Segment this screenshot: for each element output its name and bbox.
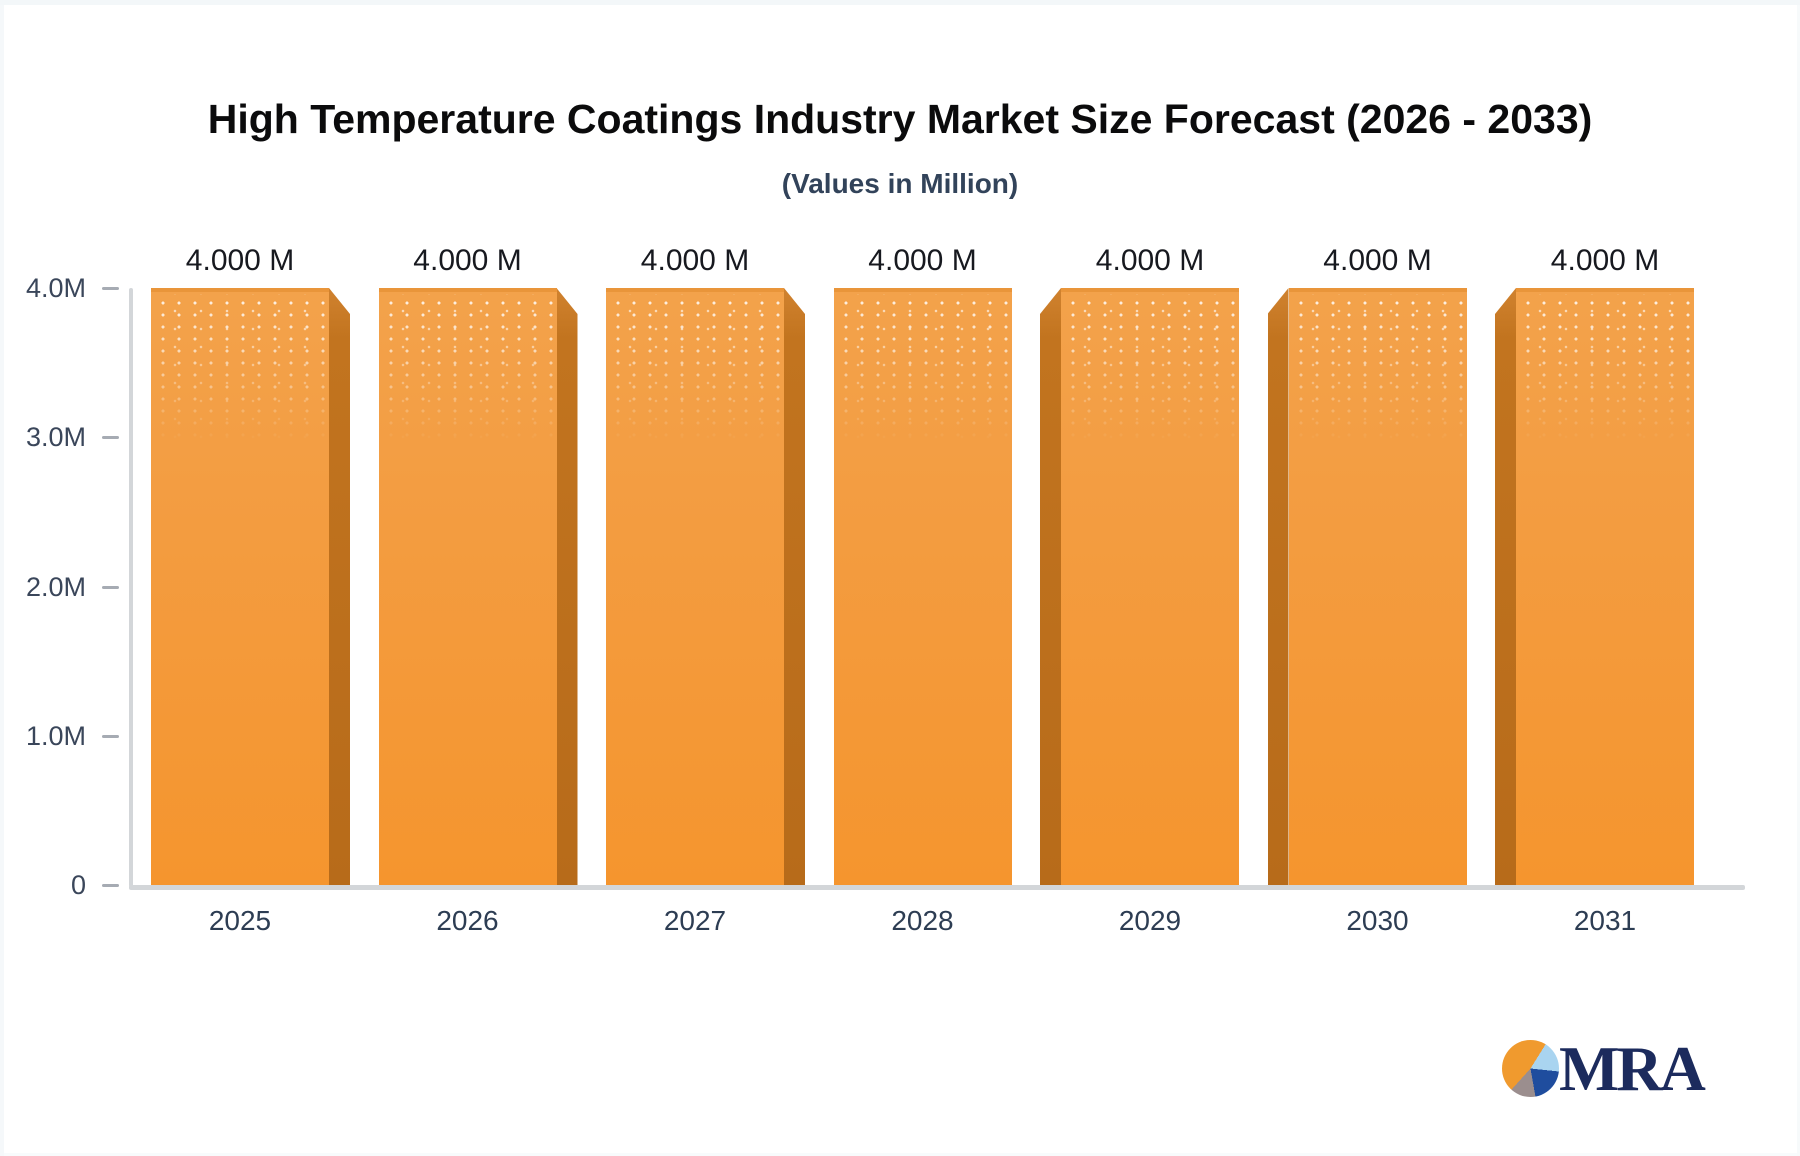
bar-face — [1288, 288, 1467, 885]
y-axis-tick — [102, 585, 119, 589]
bar[interactable] — [151, 288, 350, 885]
y-axis-label: 1.0M — [25, 720, 86, 751]
bar[interactable] — [833, 288, 1012, 885]
y-axis-tick — [102, 287, 119, 290]
y-axis-label: 0 — [70, 870, 86, 900]
bar[interactable] — [378, 288, 578, 885]
bar-value-label: 4.000 M — [1095, 244, 1205, 277]
bar-value-label: 4.000 M — [640, 244, 750, 277]
bar[interactable] — [606, 288, 805, 885]
y-axis-tick — [102, 884, 119, 887]
chart-subtitle: (Values in Million) — [781, 168, 1019, 199]
bar-texture — [153, 294, 327, 444]
bar-face — [1516, 288, 1694, 885]
bar-value-label: 4.000 M — [1550, 244, 1660, 277]
bar-face — [1061, 288, 1239, 885]
bar[interactable] — [1495, 288, 1694, 885]
pie-chart-logo-icon — [1502, 1040, 1559, 1097]
x-axis-label: 2025 — [208, 905, 272, 936]
bar-extrusion-side — [556, 288, 578, 885]
bar-texture — [1063, 294, 1237, 444]
bar[interactable] — [1040, 288, 1239, 885]
bar-texture — [608, 294, 782, 444]
x-axis-label: 2027 — [663, 905, 727, 936]
bar-value-label: 4.000 M — [1323, 244, 1432, 277]
chart-title: High Temperature Coatings Industry Marke… — [207, 96, 1593, 142]
y-axis-tick — [102, 436, 119, 440]
bar-face — [378, 288, 557, 885]
bar-extrusion-side — [784, 288, 805, 885]
x-axis-label: 2031 — [1573, 905, 1637, 936]
y-axis-label: 4.0M — [25, 273, 86, 303]
y-axis-label: 2.0M — [25, 571, 86, 602]
bar-face — [833, 288, 1012, 885]
x-axis-label: 2030 — [1346, 905, 1409, 936]
bar-value-label: 4.000 M — [413, 244, 522, 277]
bar-extrusion-side — [329, 288, 350, 885]
mra-logo: MRA — [1502, 1033, 1706, 1104]
bar-value-label: 4.000 M — [868, 244, 977, 277]
x-axis-line — [129, 885, 1745, 890]
bar[interactable] — [1267, 288, 1467, 885]
bar-texture — [835, 294, 1010, 444]
bar-extrusion-side — [1267, 288, 1289, 885]
bar-extrusion-side — [1040, 288, 1061, 885]
y-axis-label: 3.0M — [25, 422, 86, 453]
logo-text: MRA — [1559, 1033, 1706, 1104]
bar-texture — [1290, 294, 1465, 444]
bar-texture — [380, 294, 555, 444]
bar-value-label: 4.000 M — [185, 244, 295, 277]
x-axis-label: 2029 — [1118, 905, 1182, 936]
y-axis-line — [129, 288, 133, 887]
y-axis-tick — [102, 734, 119, 738]
bar-extrusion-side — [1495, 288, 1516, 885]
bar-face — [606, 288, 784, 885]
x-axis-label: 2026 — [436, 905, 499, 936]
bar-texture — [1518, 294, 1692, 444]
bar-face — [151, 288, 329, 885]
x-axis-label: 2028 — [891, 905, 954, 936]
